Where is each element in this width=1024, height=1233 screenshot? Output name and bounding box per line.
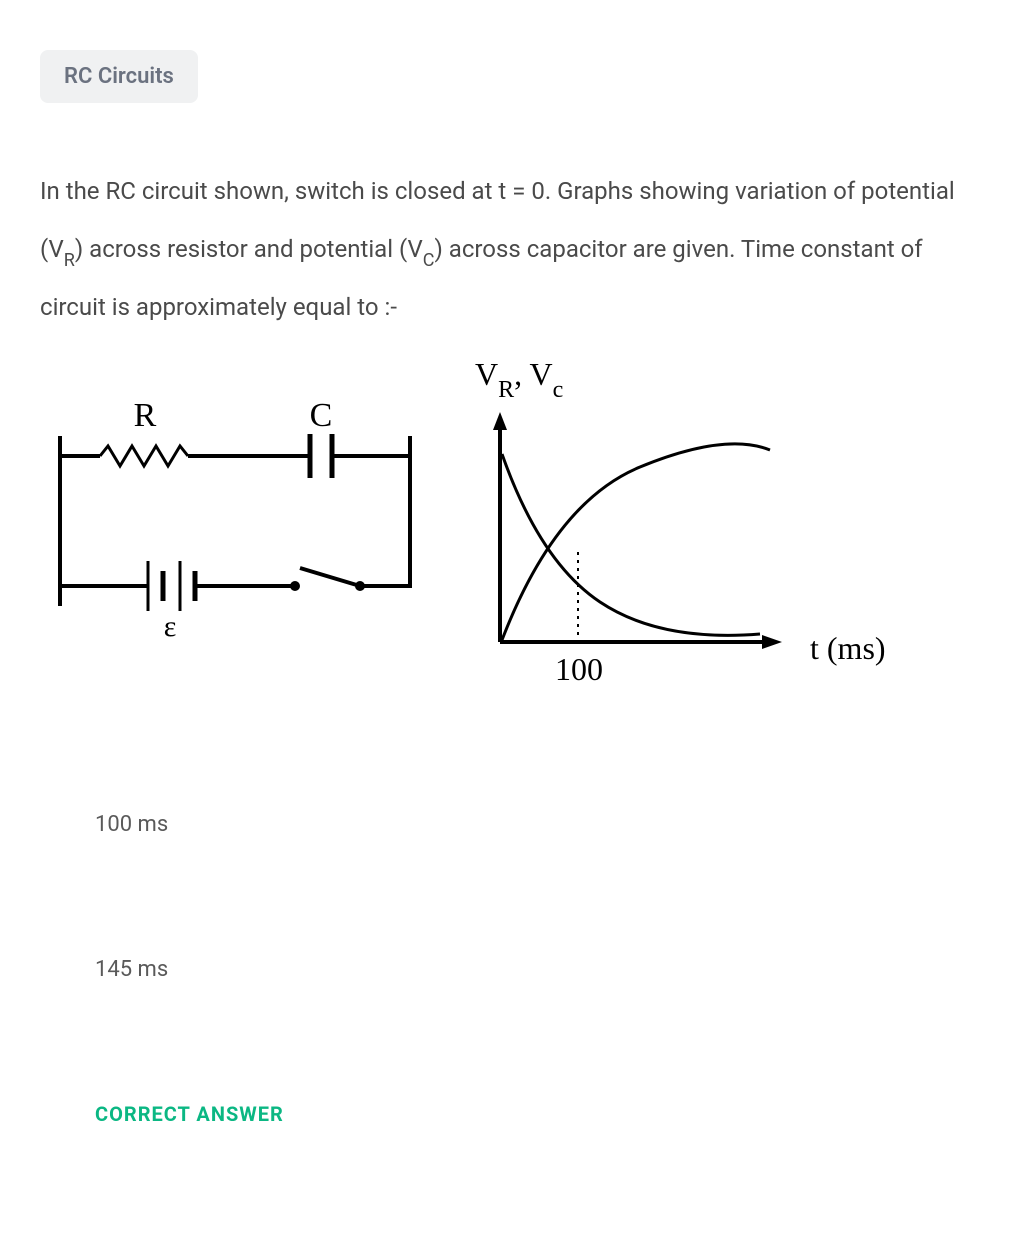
resistor-label: R xyxy=(134,397,157,434)
y-label-sub-c: c xyxy=(553,377,564,403)
topic-badge: RC Circuits xyxy=(40,50,198,103)
y-label-v1: V xyxy=(475,356,498,392)
x-axis-label: t (ms) xyxy=(810,630,886,667)
capacitor-label: C xyxy=(310,397,333,434)
answer-option-2[interactable]: 145 ms xyxy=(95,957,984,982)
graph-svg: 100 xyxy=(460,402,800,692)
y-label-v2: V xyxy=(530,356,553,392)
answer-option-1[interactable]: 100 ms xyxy=(95,812,984,837)
x-tick-100: 100 xyxy=(555,651,603,687)
y-label-sep: , xyxy=(514,356,529,392)
y-label-sub-r: R xyxy=(498,377,514,403)
q-sub-1: R xyxy=(64,250,75,271)
graph-container: VR, Vc 100 t xyxy=(460,356,886,691)
circuit-diagram: R C ε xyxy=(40,356,440,656)
figures-row: R C ε VR, Vc xyxy=(40,356,984,691)
q-sub-2: C xyxy=(423,250,435,271)
graph-y-label: VR, Vc xyxy=(475,356,563,399)
emf-label: ε xyxy=(164,610,177,643)
question-text: In the RC circuit shown, switch is close… xyxy=(40,163,984,336)
q-part-2: ) across resistor and potential (V xyxy=(75,235,423,263)
correct-answer-label: CORRECT ANSWER xyxy=(95,1102,984,1126)
